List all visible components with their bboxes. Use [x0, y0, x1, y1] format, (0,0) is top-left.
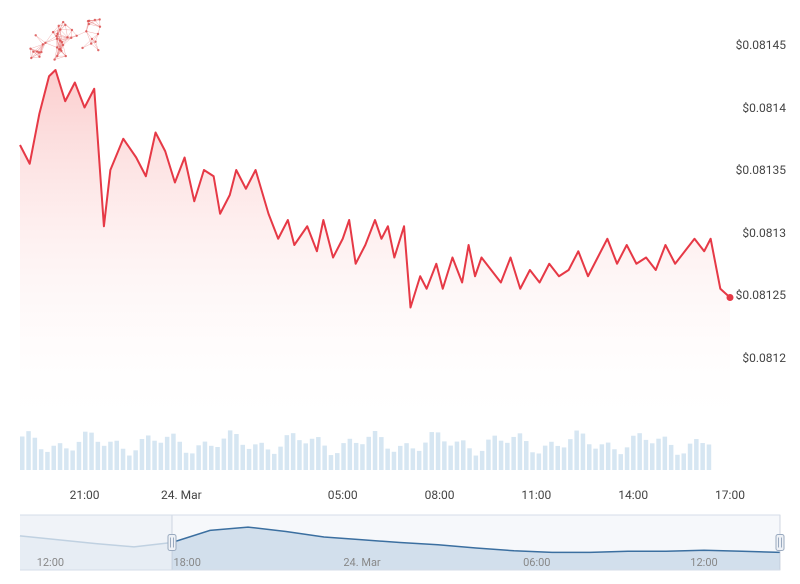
- y-axis-label: $0.08125: [736, 288, 786, 302]
- y-axis-label: $0.0813: [742, 226, 786, 240]
- navigator-x-label: 18:00: [173, 556, 200, 569]
- x-axis-label: 11:00: [521, 488, 551, 502]
- x-axis-label: 05:00: [328, 488, 358, 502]
- y-axis-label: $0.0812: [742, 351, 786, 365]
- chart-svg: [10, 10, 790, 574]
- y-axis-label: $0.0814: [742, 101, 786, 115]
- volume-bars: [20, 430, 711, 470]
- y-axis-label: $0.08135: [736, 163, 786, 177]
- x-axis-label: 17:00: [715, 488, 745, 502]
- logo-icon: [29, 18, 101, 60]
- x-axis-label: 24. Mar: [161, 488, 202, 502]
- y-axis-label: $0.08145: [736, 38, 786, 52]
- x-axis-label: 14:00: [618, 488, 648, 502]
- navigator-x-label: 06:00: [523, 556, 550, 569]
- navigator-x-label: 12:00: [690, 556, 717, 569]
- price-area-fill: [20, 70, 730, 420]
- navigator-handle-left[interactable]: [168, 535, 176, 551]
- navigator-x-label: 12:00: [37, 556, 64, 569]
- x-axis-label: 21:00: [70, 488, 100, 502]
- navigator-handle-right[interactable]: [776, 535, 784, 551]
- current-price-marker: [727, 294, 734, 301]
- price-chart[interactable]: $0.08145 $0.0814 $0.08135 $0.0813 $0.08125 $0…: [10, 10, 790, 574]
- navigator-x-label: 24. Mar: [343, 556, 380, 569]
- x-axis-label: 08:00: [425, 488, 455, 502]
